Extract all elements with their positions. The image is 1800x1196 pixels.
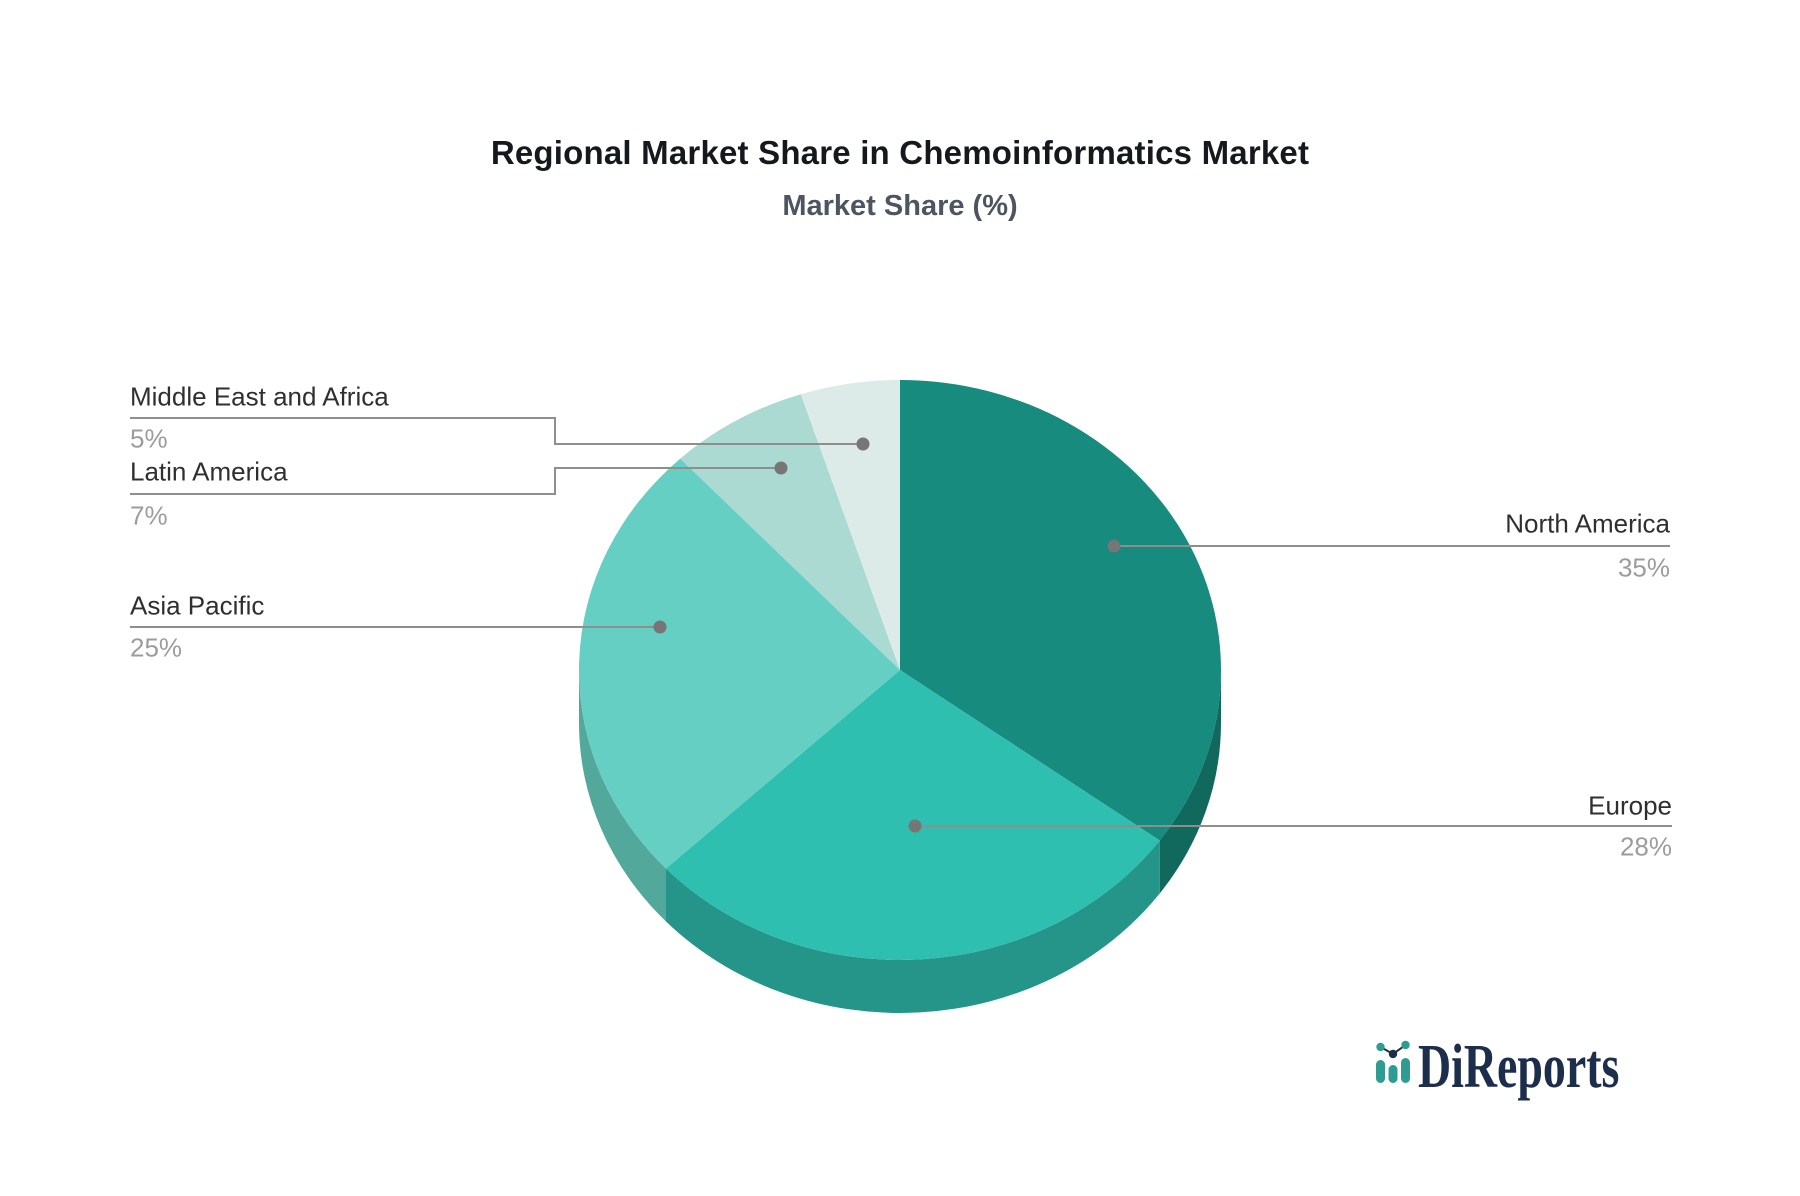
- leader-dot-latin-america: [774, 461, 788, 475]
- pie-slices: [579, 380, 1221, 960]
- leader-lines: [130, 417, 1672, 827]
- pie-slice-asia-pacific: [579, 458, 900, 869]
- pie-3d-sides: [579, 670, 1221, 1014]
- leader-dot-north-america: [1107, 539, 1121, 553]
- leader-dot-asia-pacific: [653, 620, 667, 634]
- slice-label-name-asia-pacific: Asia Pacific: [130, 590, 265, 621]
- pie-slice-side-asia-pacific: [579, 670, 667, 922]
- leader-dot-middle-east-and-africa: [856, 437, 870, 451]
- leader-dot-europe: [908, 819, 922, 833]
- slice-label-pct-europe: 28%: [1619, 831, 1672, 862]
- leader-dots: [653, 437, 1121, 833]
- slice-label-pct-asia-pacific: 25%: [130, 632, 183, 663]
- pie-slice-north-america: [900, 380, 1221, 841]
- slice-label-pct-middle-east-and-africa: 5%: [130, 423, 168, 454]
- chart-subtitle: Market Share (%): [782, 190, 1018, 222]
- pie-slice-side-north-america: [1159, 670, 1221, 894]
- slice-label-name-middle-east-and-africa: Middle East and Africa: [130, 381, 389, 412]
- slice-label-name-europe: Europe: [1588, 790, 1672, 821]
- slice-label-name-latin-america: Latin America: [130, 456, 288, 487]
- slice-label-pct-latin-america: 7%: [130, 500, 168, 531]
- logo: DiReports: [1368, 1030, 1668, 1110]
- chart-title: Regional Market Share in Chemoinformatic…: [490, 134, 1310, 171]
- pie-slice-europe: [666, 670, 1160, 960]
- slice-label-name-north-america: North America: [1505, 508, 1670, 539]
- logo-text: DiReports: [1418, 1033, 1620, 1101]
- pie-slice-side-europe: [666, 840, 1160, 1014]
- slice-label-pct-north-america: 35%: [1617, 552, 1670, 583]
- leader-line-latin-america: [130, 467, 781, 495]
- pie-slice-middle-east-and-africa: [800, 380, 900, 670]
- leader-line-middle-east-and-africa: [130, 417, 863, 445]
- logo-chart-icon: [1376, 1040, 1410, 1083]
- pie-slice-latin-america: [680, 394, 900, 670]
